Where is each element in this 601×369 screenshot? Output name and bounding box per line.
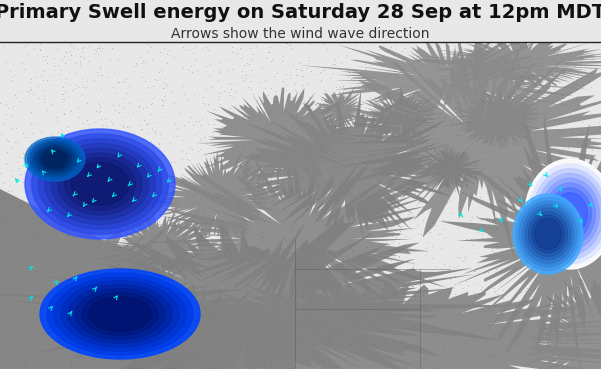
Polygon shape xyxy=(440,111,601,369)
Polygon shape xyxy=(232,89,465,241)
Ellipse shape xyxy=(534,218,561,249)
Polygon shape xyxy=(86,206,219,300)
Polygon shape xyxy=(0,214,245,369)
Polygon shape xyxy=(195,87,359,195)
Ellipse shape xyxy=(47,273,193,355)
Ellipse shape xyxy=(58,153,142,215)
Ellipse shape xyxy=(64,158,136,210)
Text: Primary Swell energy on Saturday 28 Sep at 12pm MDT: Primary Swell energy on Saturday 28 Sep … xyxy=(0,3,601,22)
Ellipse shape xyxy=(529,164,601,264)
Ellipse shape xyxy=(71,163,129,205)
Ellipse shape xyxy=(38,146,72,171)
Ellipse shape xyxy=(38,139,162,230)
Polygon shape xyxy=(145,151,283,249)
Ellipse shape xyxy=(513,194,583,274)
Polygon shape xyxy=(409,31,601,92)
Ellipse shape xyxy=(82,293,158,335)
Ellipse shape xyxy=(43,151,67,168)
Ellipse shape xyxy=(68,285,172,343)
Ellipse shape xyxy=(545,183,596,245)
Ellipse shape xyxy=(30,141,80,177)
Ellipse shape xyxy=(89,297,151,331)
Ellipse shape xyxy=(549,188,591,240)
Ellipse shape xyxy=(54,277,186,351)
Polygon shape xyxy=(0,189,240,369)
Polygon shape xyxy=(312,86,370,130)
Ellipse shape xyxy=(516,197,580,270)
Ellipse shape xyxy=(528,211,568,256)
Ellipse shape xyxy=(28,139,82,179)
Ellipse shape xyxy=(537,173,601,255)
Ellipse shape xyxy=(75,289,165,339)
Ellipse shape xyxy=(35,145,75,173)
Polygon shape xyxy=(522,263,601,369)
Ellipse shape xyxy=(51,148,149,220)
Ellipse shape xyxy=(33,143,77,175)
Ellipse shape xyxy=(519,201,577,267)
Ellipse shape xyxy=(525,159,601,269)
Ellipse shape xyxy=(41,149,69,169)
Ellipse shape xyxy=(61,281,179,347)
Ellipse shape xyxy=(44,144,155,225)
Ellipse shape xyxy=(32,134,168,234)
Polygon shape xyxy=(298,33,591,119)
Ellipse shape xyxy=(525,208,571,260)
Ellipse shape xyxy=(522,204,574,263)
Polygon shape xyxy=(106,276,601,369)
Polygon shape xyxy=(353,83,453,148)
Ellipse shape xyxy=(25,129,175,239)
Polygon shape xyxy=(0,215,527,369)
Polygon shape xyxy=(99,282,336,369)
Ellipse shape xyxy=(533,169,601,259)
Ellipse shape xyxy=(541,178,599,250)
Ellipse shape xyxy=(552,193,587,235)
Polygon shape xyxy=(444,85,548,150)
Text: Arrows show the wind wave direction: Arrows show the wind wave direction xyxy=(171,27,430,41)
Ellipse shape xyxy=(531,215,564,253)
Polygon shape xyxy=(317,16,601,262)
Ellipse shape xyxy=(25,137,85,181)
Polygon shape xyxy=(143,149,447,330)
Polygon shape xyxy=(411,141,489,203)
Ellipse shape xyxy=(40,269,200,359)
